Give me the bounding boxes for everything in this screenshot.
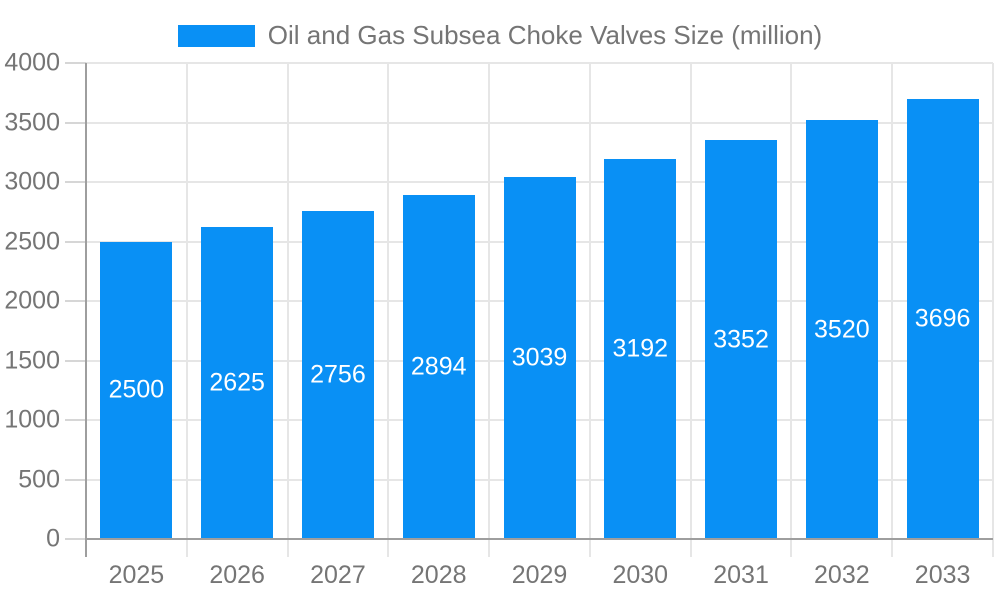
bar[interactable] <box>100 241 173 539</box>
bar-value-label: 2500 <box>108 375 165 404</box>
x-axis-label: 2027 <box>310 561 366 589</box>
gridline-vertical <box>185 63 188 557</box>
gridline-horizontal <box>86 121 993 124</box>
y-axis-label: 1000 <box>4 405 60 434</box>
bar[interactable] <box>402 194 475 539</box>
y-axis-tick <box>65 62 86 64</box>
y-axis-label: 2000 <box>4 286 60 315</box>
y-axis-tick <box>65 181 86 183</box>
y-axis-label: 1500 <box>4 346 60 374</box>
y-axis-tick <box>65 240 86 243</box>
legend-label: Oil and Gas Subsea Choke Valves Size (mi… <box>267 20 823 50</box>
x-axis-label: 2030 <box>612 561 669 589</box>
y-axis-line <box>85 63 87 557</box>
gridline-vertical <box>891 63 894 557</box>
y-axis-tick <box>65 538 86 540</box>
bar[interactable] <box>503 177 576 539</box>
bar-value-label: 2625 <box>209 368 265 397</box>
bar-value-label: 3520 <box>814 315 870 344</box>
y-axis-label: 500 <box>18 465 60 493</box>
bar-value-label: 2894 <box>410 352 467 381</box>
gridline-vertical <box>588 63 591 557</box>
x-axis-label: 2032 <box>814 561 870 589</box>
y-axis-label: 3500 <box>4 108 60 136</box>
gridline-vertical <box>790 63 793 557</box>
y-axis-tick <box>65 121 86 124</box>
gridline-vertical <box>689 63 692 557</box>
bar[interactable] <box>201 226 274 539</box>
bar-value-label: 3039 <box>511 343 568 372</box>
x-axis-label: 2025 <box>108 561 165 589</box>
chart-legend[interactable]: Oil and Gas Subsea Choke Valves Size (mi… <box>0 20 1000 51</box>
bar-value-label: 2756 <box>310 360 366 389</box>
y-axis-tick <box>65 300 86 302</box>
gridline-vertical <box>992 63 994 557</box>
legend-swatch <box>177 24 255 47</box>
x-axis-label: 2029 <box>511 561 568 589</box>
y-axis-tick <box>65 478 86 481</box>
x-axis-label: 2031 <box>713 561 769 589</box>
x-axis-label: 2026 <box>209 561 265 589</box>
x-axis-label: 2033 <box>914 561 971 589</box>
y-axis-tick <box>65 359 86 362</box>
gridline-vertical <box>488 63 491 557</box>
y-axis-label: 2500 <box>4 227 60 255</box>
y-axis-tick <box>65 419 86 421</box>
bar-value-label: 3192 <box>612 334 669 363</box>
bar[interactable] <box>705 140 778 539</box>
y-axis-label: 0 <box>46 524 60 553</box>
bar[interactable] <box>301 211 374 539</box>
bar[interactable] <box>906 99 979 539</box>
bar[interactable] <box>604 159 677 539</box>
y-axis-label: 3000 <box>4 167 60 196</box>
x-axis-label: 2028 <box>410 561 467 589</box>
bar[interactable] <box>805 120 878 539</box>
gridline-vertical <box>387 63 390 557</box>
bar-value-label: 3352 <box>713 325 769 354</box>
x-axis-baseline <box>86 538 993 540</box>
gridline-horizontal <box>86 62 993 64</box>
bar-value-label: 3696 <box>914 304 971 333</box>
gridline-vertical <box>286 63 289 557</box>
y-axis-label: 4000 <box>4 48 60 77</box>
